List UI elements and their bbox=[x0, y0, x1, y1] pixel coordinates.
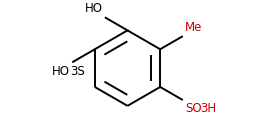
Text: HO: HO bbox=[85, 2, 102, 15]
Text: HO: HO bbox=[52, 65, 70, 78]
Text: SO: SO bbox=[184, 102, 201, 115]
Text: 3H: 3H bbox=[199, 102, 215, 115]
Text: Me: Me bbox=[184, 21, 201, 34]
Text: 3S: 3S bbox=[70, 65, 85, 78]
